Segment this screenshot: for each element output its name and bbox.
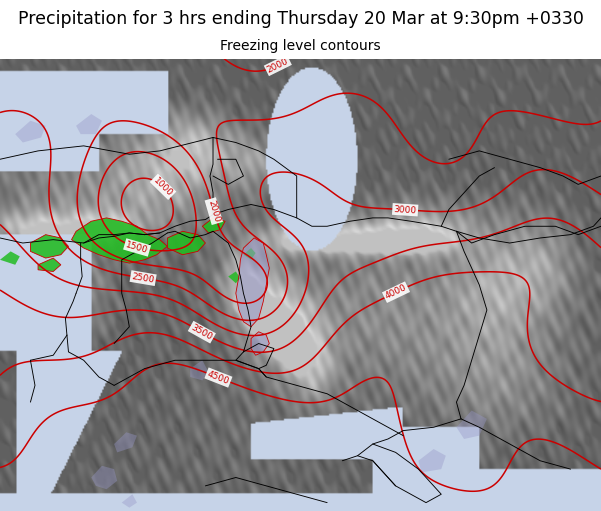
Polygon shape — [31, 235, 69, 258]
Polygon shape — [251, 332, 269, 355]
Text: Precipitation for 3 hrs ending Thursday 20 Mar at 9:30pm +0330: Precipitation for 3 hrs ending Thursday … — [17, 10, 584, 28]
Text: 2000: 2000 — [206, 199, 221, 223]
Polygon shape — [91, 466, 117, 489]
Polygon shape — [15, 121, 46, 143]
Polygon shape — [0, 251, 20, 265]
Text: 1000: 1000 — [151, 176, 174, 198]
Text: 4500: 4500 — [206, 369, 231, 386]
Polygon shape — [456, 410, 487, 439]
Polygon shape — [243, 248, 255, 260]
Text: 3500: 3500 — [189, 322, 214, 342]
Polygon shape — [236, 238, 269, 327]
Text: 2000: 2000 — [266, 56, 290, 75]
Polygon shape — [228, 271, 240, 283]
Text: 2500: 2500 — [131, 272, 155, 285]
Polygon shape — [38, 258, 61, 271]
Polygon shape — [167, 231, 206, 255]
Text: 1500: 1500 — [125, 240, 150, 255]
Polygon shape — [203, 218, 225, 233]
Polygon shape — [190, 360, 209, 380]
Polygon shape — [418, 449, 446, 473]
Polygon shape — [114, 432, 137, 452]
Text: Freezing level contours: Freezing level contours — [220, 39, 381, 53]
Polygon shape — [76, 114, 102, 134]
Text: 4000: 4000 — [383, 283, 408, 301]
Polygon shape — [122, 494, 137, 507]
Polygon shape — [72, 218, 167, 263]
Text: 3000: 3000 — [394, 204, 417, 215]
